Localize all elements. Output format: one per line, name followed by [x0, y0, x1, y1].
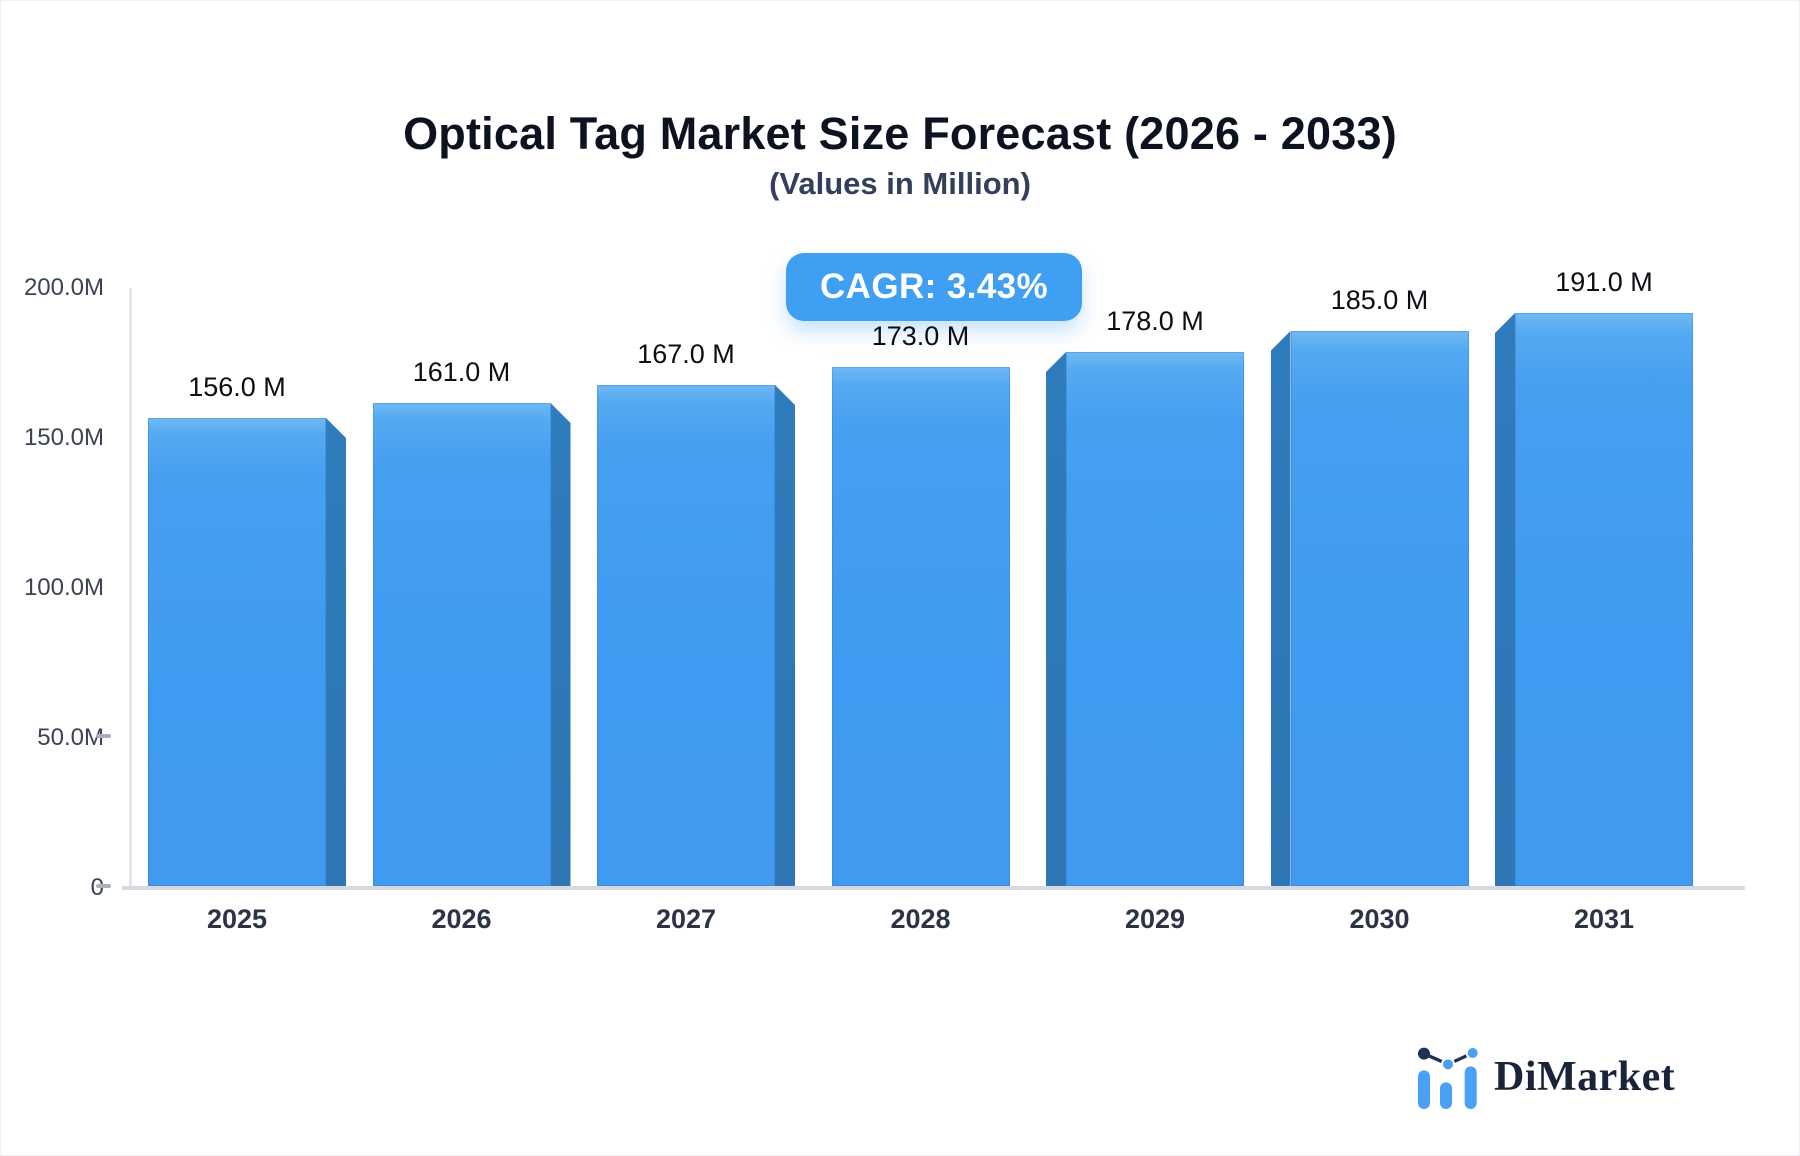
- y-axis-line: [129, 288, 132, 886]
- bar-side-face: [775, 385, 795, 886]
- y-axis-tick-mark: [96, 734, 111, 738]
- bar-value-label: 167.0 M: [637, 339, 735, 369]
- bar-2027[interactable]: [597, 385, 775, 886]
- bar-side-face: [326, 418, 346, 886]
- x-axis-label: 2031: [1573, 904, 1635, 934]
- bar-2028[interactable]: [831, 367, 1010, 886]
- cagr-badge: CAGR: 3.43%: [786, 253, 1083, 321]
- chart-title: Optical Tag Market Size Forecast (2026 -…: [403, 108, 1397, 159]
- bar-side-face: [1495, 313, 1515, 886]
- dimarket-logo: DiMarket: [1416, 1038, 1675, 1116]
- x-axis-baseline: [122, 886, 1745, 890]
- y-axis-tick-label: 50.0M: [37, 724, 104, 751]
- y-axis-tick-label: 100.0M: [23, 574, 104, 601]
- bar-value-label: 173.0 M: [871, 321, 970, 351]
- x-axis-label: 2028: [890, 904, 951, 934]
- y-axis-tick-mark: [96, 884, 111, 888]
- x-axis-label: 2027: [655, 904, 717, 934]
- bar-2031[interactable]: [1515, 313, 1693, 886]
- x-axis-label: 2029: [1124, 904, 1186, 934]
- bar-2026[interactable]: [372, 403, 551, 886]
- bar-side-face: [1046, 352, 1066, 886]
- y-axis-tick-label: 200.0M: [23, 274, 104, 301]
- bar-2029[interactable]: [1066, 352, 1244, 886]
- bar-side-face: [550, 403, 571, 886]
- bar-2025[interactable]: [148, 418, 326, 886]
- bar-2030[interactable]: [1290, 331, 1469, 886]
- bar-value-label: 178.0 M: [1106, 306, 1204, 336]
- logo-text: DiMarket: [1494, 1054, 1676, 1100]
- y-axis-tick-label: 0: [0, 871, 104, 905]
- bar-value-label: 191.0 M: [1555, 267, 1653, 297]
- y-axis-tick-label: 150.0M: [23, 424, 104, 451]
- bar-side-face: [1270, 331, 1291, 886]
- chart-subtitle: (Values in Million): [769, 166, 1031, 201]
- bar-value-label: 156.0 M: [188, 372, 286, 402]
- bar-value-label: 161.0 M: [412, 357, 511, 387]
- bar-value-label: 185.0 M: [1330, 285, 1429, 315]
- x-axis-label: 2026: [431, 904, 492, 934]
- bar-line-chart-icon: [1418, 1046, 1480, 1109]
- x-axis-label: 2030: [1349, 904, 1410, 934]
- x-axis-label: 2025: [206, 904, 268, 934]
